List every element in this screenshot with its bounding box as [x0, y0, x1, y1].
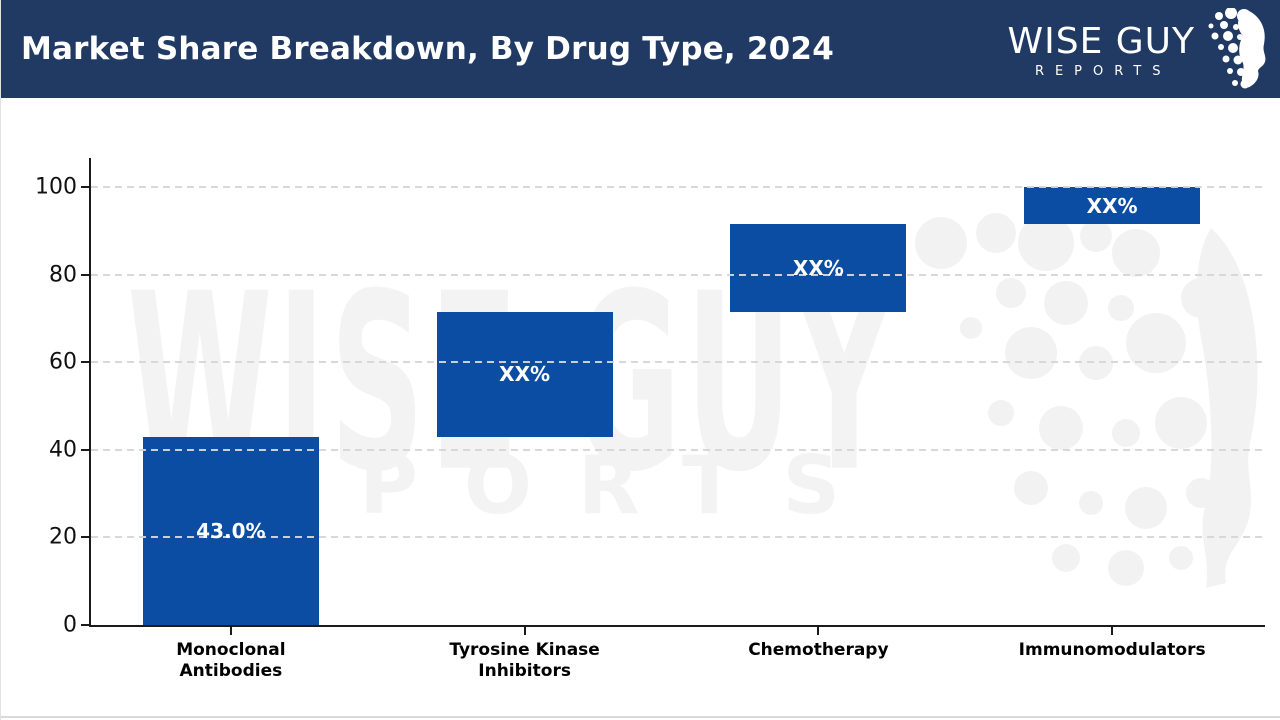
y-tick-label: 100	[35, 174, 77, 200]
x-axis-line	[89, 625, 1265, 627]
gridline-y100	[91, 186, 1265, 188]
bar-immunomodulators	[1024, 187, 1201, 225]
bar-chemotherapy	[730, 224, 907, 312]
plot-area: WISE GUY REPORTS 0 20 40 60 80 100 43.0% Monocl…	[1, 98, 1280, 720]
bar-value-label: 43.0%	[196, 518, 266, 543]
brand-logo: WISE GUY REPORTS	[1008, 8, 1268, 92]
x-tick-mark	[523, 627, 526, 635]
brand-logo-text: WISE GUY REPORTS	[1008, 21, 1196, 79]
y-tick-label: 20	[49, 524, 77, 550]
page-title: Market Share Breakdown, By Drug Type, 20…	[21, 31, 834, 67]
y-axis-line	[89, 158, 91, 627]
y-tick-mark	[81, 273, 89, 276]
bar-value-label: XX%	[1086, 193, 1138, 218]
bar-value-label: XX%	[792, 256, 844, 281]
y-tick-label: 60	[49, 349, 77, 375]
y-tick-label: 0	[63, 612, 77, 638]
y-tick-mark	[81, 361, 89, 364]
y-tick-mark	[81, 186, 89, 188]
x-category-label: Monoclonal Antibodies	[176, 640, 286, 681]
y-tick-label: 40	[49, 437, 77, 463]
gridline-y60	[91, 361, 1265, 364]
brand-name: WISE GUY	[1007, 21, 1195, 62]
y-tick-label: 80	[49, 262, 77, 288]
gridline-y80	[91, 273, 1265, 276]
x-tick-mark	[229, 627, 232, 635]
bottom-hairline	[1, 716, 1280, 718]
watermark-head-icon	[915, 213, 1258, 588]
y-tick-mark	[81, 448, 89, 451]
bar-monoclonal-antibodies	[142, 436, 319, 625]
gridline-y20	[91, 536, 1265, 539]
header-bar: Market Share Breakdown, By Drug Type, 20…	[1, 0, 1280, 98]
x-tick-mark	[1111, 627, 1114, 635]
brand-subtitle: REPORTS	[1034, 64, 1172, 79]
x-category-label: Chemotherapy	[748, 640, 889, 660]
y-tick-mark	[81, 624, 89, 626]
bar-tyrosine-kinase-inhibitors	[436, 311, 613, 437]
y-tick-mark	[81, 536, 89, 539]
x-category-label: Immunomodulators	[1018, 640, 1206, 660]
x-tick-mark	[817, 627, 820, 635]
dotted-head-logo-icon	[1208, 8, 1266, 89]
gridline-y40	[91, 448, 1265, 451]
bar-value-label: XX%	[499, 362, 551, 387]
x-category-label: Tyrosine Kinase Inhibitors	[449, 640, 600, 681]
